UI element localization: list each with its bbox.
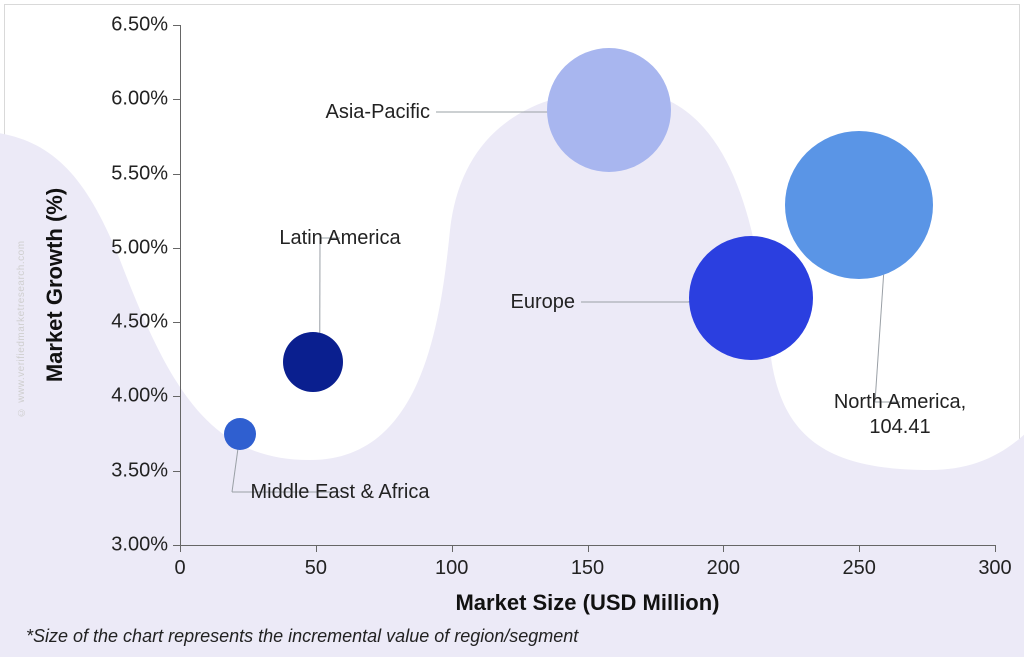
x-tick-label: 200	[707, 557, 740, 580]
x-tick-mark	[180, 545, 181, 552]
y-tick-label: 3.50%	[100, 459, 168, 482]
y-tick-label: 4.50%	[100, 311, 168, 334]
y-tick-mark	[173, 25, 180, 26]
y-axis-title: Market Growth (%)	[42, 188, 68, 382]
y-tick-label: 4.00%	[100, 385, 168, 408]
bubble-label: Europe	[511, 290, 576, 315]
y-tick-mark	[173, 322, 180, 323]
y-tick-mark	[173, 99, 180, 100]
bubble-europe	[689, 236, 813, 360]
y-tick-label: 6.00%	[100, 88, 168, 111]
bubble-middle-east-africa	[224, 418, 256, 450]
x-tick-mark	[452, 545, 453, 552]
x-tick-mark	[316, 545, 317, 552]
y-tick-label: 5.50%	[100, 162, 168, 185]
bubble-north-america-104-41	[785, 131, 933, 279]
x-tick-label: 250	[842, 557, 875, 580]
x-tick-mark	[995, 545, 996, 552]
chart-footnote: *Size of the chart represents the increm…	[26, 626, 578, 647]
y-tick-mark	[173, 174, 180, 175]
x-axis-title: Market Size (USD Million)	[455, 590, 719, 616]
y-tick-mark	[173, 545, 180, 546]
x-tick-label: 150	[571, 557, 604, 580]
y-tick-label: 6.50%	[100, 14, 168, 37]
copyright-watermark: © www.verifiedmarketresearch.com	[16, 240, 27, 417]
x-tick-mark	[859, 545, 860, 552]
x-tick-label: 50	[305, 557, 327, 580]
x-tick-label: 100	[435, 557, 468, 580]
y-tick-mark	[173, 471, 180, 472]
bubble-label: Latin America	[279, 226, 400, 251]
y-tick-label: 5.00%	[100, 236, 168, 259]
y-tick-mark	[173, 248, 180, 249]
x-tick-mark	[723, 545, 724, 552]
x-tick-label: 300	[978, 557, 1011, 580]
x-tick-label: 0	[174, 557, 185, 580]
bubble-latin-america	[283, 332, 343, 392]
bubble-label: Middle East & Africa	[251, 480, 430, 505]
x-tick-mark	[588, 545, 589, 552]
y-tick-mark	[173, 396, 180, 397]
bubble-asia-pacific	[547, 48, 671, 172]
bubble-label: North America,104.41	[834, 390, 966, 440]
y-tick-label: 3.00%	[100, 534, 168, 557]
bubble-label: Asia-Pacific	[326, 100, 430, 125]
y-axis-line	[180, 25, 181, 545]
